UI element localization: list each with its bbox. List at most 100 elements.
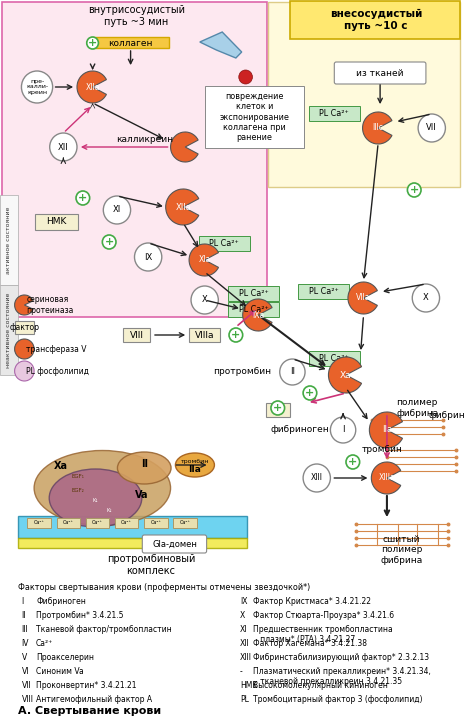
Text: Ca²⁺: Ca²⁺ bbox=[180, 521, 191, 526]
Text: Протромбин* 3.4.21.5: Протромбин* 3.4.21.5 bbox=[36, 611, 124, 620]
Text: IX: IX bbox=[144, 252, 152, 262]
Text: -: - bbox=[240, 667, 243, 676]
Text: X: X bbox=[202, 296, 208, 304]
Text: II: II bbox=[141, 459, 148, 469]
Circle shape bbox=[87, 37, 99, 49]
Text: PL Ca²⁺: PL Ca²⁺ bbox=[309, 287, 338, 296]
FancyBboxPatch shape bbox=[291, 1, 460, 39]
Text: VI: VI bbox=[21, 667, 29, 676]
Text: Фактор Хагемана* 3.4.21.38: Фактор Хагемана* 3.4.21.38 bbox=[254, 639, 367, 648]
Text: пре-
калли-
креин: пре- калли- креин bbox=[26, 79, 48, 95]
Circle shape bbox=[412, 284, 439, 312]
Text: Фактор Стюарта-Проузра* 3.4.21.6: Фактор Стюарта-Проузра* 3.4.21.6 bbox=[254, 611, 394, 620]
Text: K₂: K₂ bbox=[106, 508, 112, 513]
Circle shape bbox=[271, 401, 284, 415]
Text: +: + bbox=[305, 388, 315, 398]
Circle shape bbox=[135, 243, 162, 271]
FancyBboxPatch shape bbox=[0, 195, 18, 285]
FancyBboxPatch shape bbox=[173, 518, 197, 528]
Text: II: II bbox=[290, 367, 295, 377]
Text: протромбиновый
комплекс: протромбиновый комплекс bbox=[107, 555, 195, 576]
FancyBboxPatch shape bbox=[309, 351, 360, 366]
Text: EGF₁: EGF₁ bbox=[72, 474, 84, 479]
Text: фибриноген: фибриноген bbox=[271, 426, 329, 435]
Text: I: I bbox=[21, 597, 24, 606]
FancyBboxPatch shape bbox=[265, 403, 290, 417]
Text: внесосудистый
путь ~10 с: внесосудистый путь ~10 с bbox=[330, 9, 422, 31]
Text: PL Ca²⁺: PL Ca²⁺ bbox=[238, 305, 268, 314]
Text: X: X bbox=[240, 611, 245, 620]
Text: PL Ca²⁺: PL Ca²⁺ bbox=[238, 289, 268, 298]
Text: XII: XII bbox=[240, 639, 249, 648]
Ellipse shape bbox=[118, 452, 171, 484]
Text: IX: IX bbox=[240, 597, 247, 606]
Text: VIIa: VIIa bbox=[356, 294, 371, 302]
Text: VII: VII bbox=[427, 124, 437, 132]
FancyBboxPatch shape bbox=[199, 236, 249, 251]
Circle shape bbox=[191, 286, 219, 314]
FancyBboxPatch shape bbox=[56, 518, 80, 528]
Text: II: II bbox=[21, 611, 26, 620]
FancyBboxPatch shape bbox=[0, 285, 18, 375]
Polygon shape bbox=[200, 32, 242, 58]
Text: +: + bbox=[78, 193, 88, 203]
FancyBboxPatch shape bbox=[35, 214, 78, 230]
FancyBboxPatch shape bbox=[189, 328, 220, 342]
Text: Высокомолекулярный кининоген: Высокомолекулярный кининоген bbox=[254, 681, 388, 690]
FancyBboxPatch shape bbox=[92, 37, 169, 48]
Text: +: + bbox=[105, 237, 114, 247]
Text: сериновая
протеиназа: сериновая протеиназа bbox=[27, 295, 73, 315]
Text: XI: XI bbox=[113, 205, 121, 215]
Text: полимер
фибрина: полимер фибрина bbox=[396, 398, 438, 418]
Text: коллаген: коллаген bbox=[109, 38, 153, 48]
Circle shape bbox=[330, 417, 356, 443]
Text: Va: Va bbox=[135, 490, 148, 500]
Text: повреждение
клеток и
экспонирование
коллагена при
ранение: повреждение клеток и экспонирование колл… bbox=[219, 92, 289, 142]
FancyBboxPatch shape bbox=[115, 518, 138, 528]
Text: HMK: HMK bbox=[240, 681, 257, 690]
Text: PL Ca²⁺: PL Ca²⁺ bbox=[319, 354, 349, 363]
Text: Фибринстабилизирующий фактор* 2.3.2.13: Фибринстабилизирующий фактор* 2.3.2.13 bbox=[254, 653, 429, 662]
FancyBboxPatch shape bbox=[268, 2, 460, 187]
Circle shape bbox=[239, 70, 253, 84]
Text: Va: Va bbox=[273, 406, 283, 414]
Ellipse shape bbox=[49, 469, 142, 527]
Text: фактор: фактор bbox=[9, 322, 39, 332]
Circle shape bbox=[280, 359, 305, 385]
Text: XIa: XIa bbox=[199, 255, 211, 265]
Text: Xa: Xa bbox=[54, 461, 67, 471]
Text: EGF₂: EGF₂ bbox=[72, 487, 84, 492]
Text: неактивное состояние: неактивное состояние bbox=[6, 292, 11, 368]
FancyBboxPatch shape bbox=[86, 518, 109, 528]
Circle shape bbox=[418, 114, 446, 142]
Wedge shape bbox=[189, 244, 219, 276]
Text: Ca²⁺: Ca²⁺ bbox=[63, 521, 74, 526]
Text: Ca²⁺: Ca²⁺ bbox=[121, 521, 132, 526]
Wedge shape bbox=[171, 132, 198, 162]
FancyBboxPatch shape bbox=[309, 106, 360, 121]
Text: XIIa: XIIa bbox=[85, 82, 100, 92]
Circle shape bbox=[229, 328, 243, 342]
Text: Проакселерин: Проакселерин bbox=[36, 653, 94, 662]
Circle shape bbox=[21, 71, 53, 103]
Text: Тканевой фактор/тромбопластин: Тканевой фактор/тромбопластин bbox=[36, 625, 172, 634]
FancyBboxPatch shape bbox=[142, 535, 207, 553]
Text: из тканей: из тканей bbox=[356, 69, 404, 77]
Text: IV: IV bbox=[21, 639, 29, 648]
FancyBboxPatch shape bbox=[228, 286, 279, 301]
Text: фибрин: фибрин bbox=[429, 411, 465, 419]
Text: III: III bbox=[21, 625, 28, 634]
Text: Плазматический прекалликреин* 3.4.21.34,
   тканевой прекалликреин 3.4.21.35: Плазматический прекалликреин* 3.4.21.34,… bbox=[254, 667, 431, 686]
FancyBboxPatch shape bbox=[228, 302, 279, 317]
Text: IIIс: IIIс bbox=[373, 124, 383, 132]
FancyBboxPatch shape bbox=[18, 538, 246, 548]
Text: Фибриноген: Фибриноген bbox=[36, 597, 86, 606]
FancyBboxPatch shape bbox=[205, 86, 304, 148]
Text: IIa: IIa bbox=[189, 466, 201, 474]
FancyBboxPatch shape bbox=[18, 516, 246, 538]
Text: Ca²⁺: Ca²⁺ bbox=[150, 521, 162, 526]
Circle shape bbox=[407, 183, 421, 197]
Text: XIII: XIII bbox=[311, 474, 323, 482]
Text: Проконвертин* 3.4.21.21: Проконвертин* 3.4.21.21 bbox=[36, 681, 137, 690]
Text: Тромбоцитарный фактор 3 (фосфолипид): Тромбоцитарный фактор 3 (фосфолипид) bbox=[254, 695, 423, 704]
